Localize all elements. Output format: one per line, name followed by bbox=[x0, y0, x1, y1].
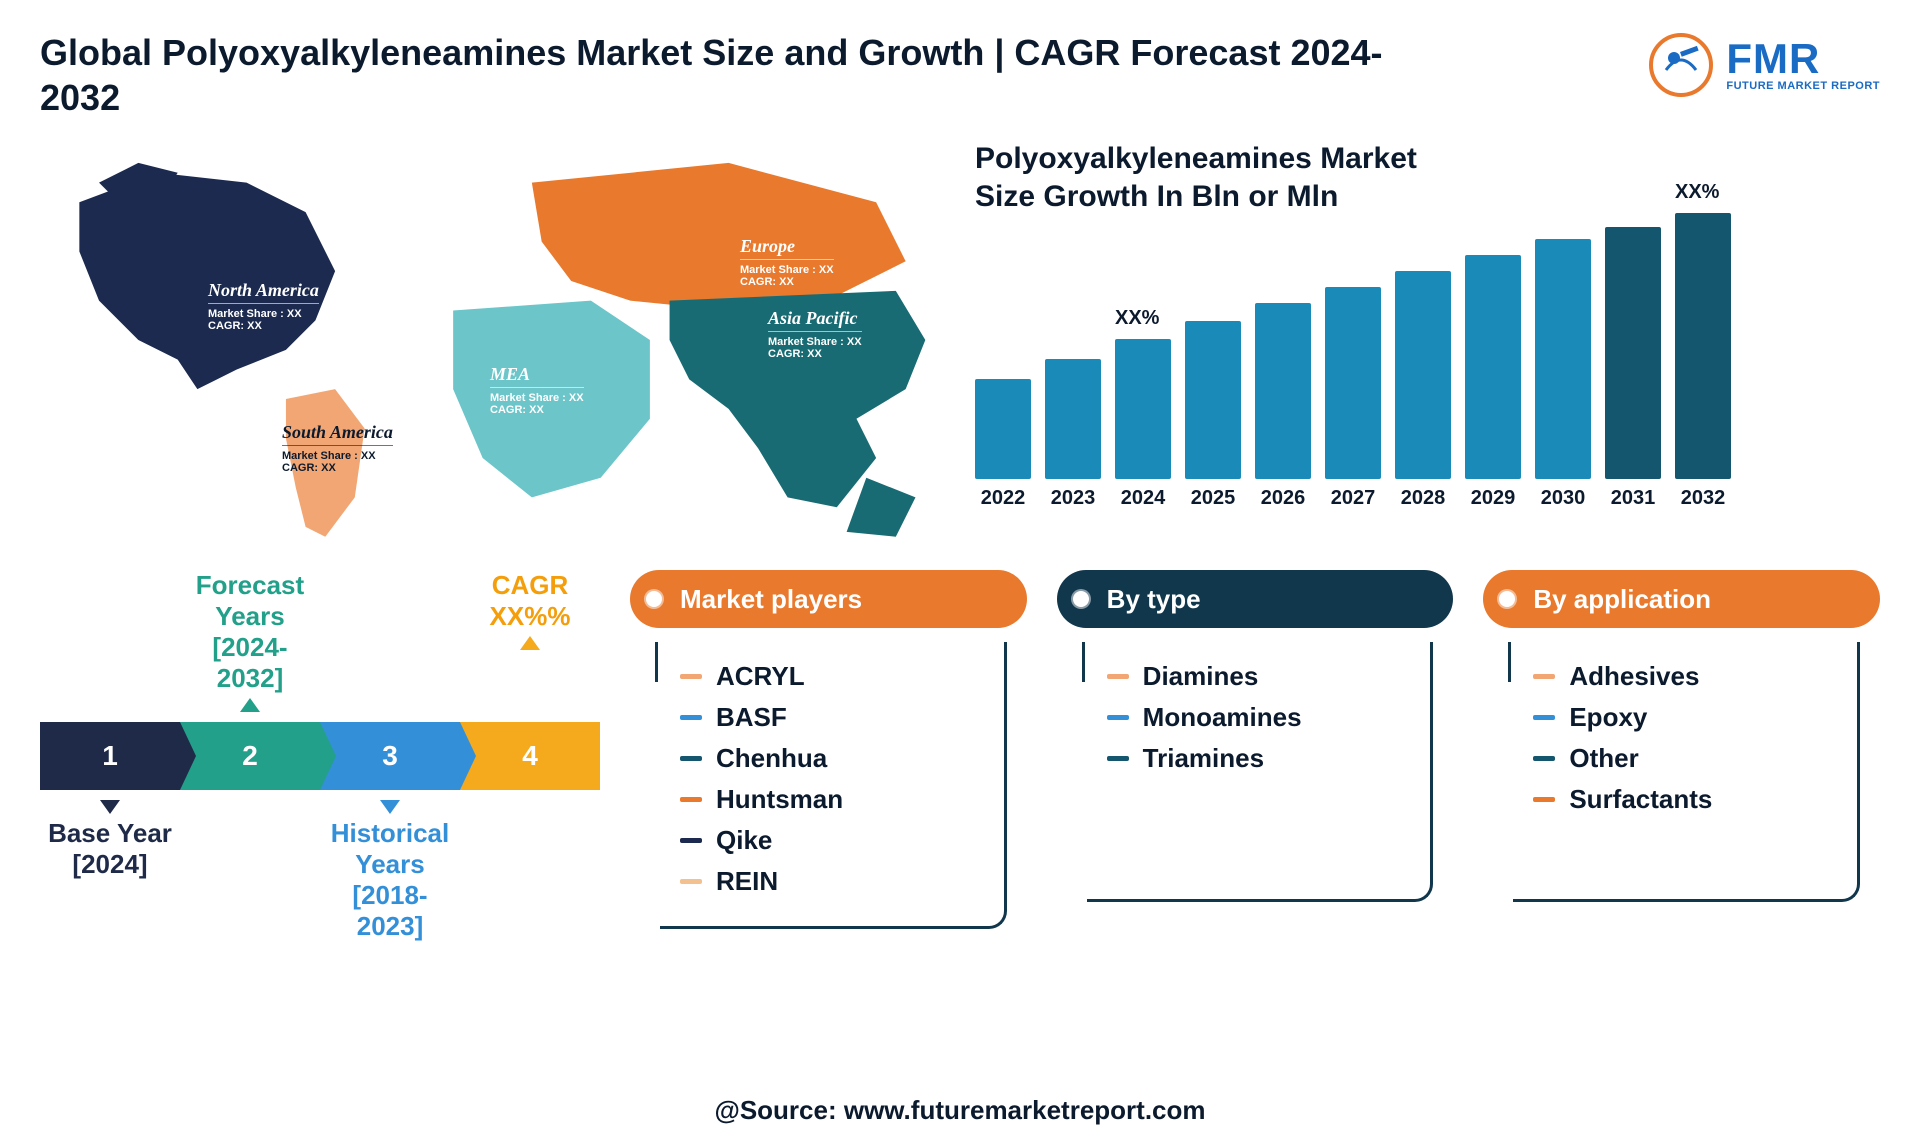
forecast-range: [2024-2032] bbox=[180, 632, 320, 694]
bullet-dash-icon bbox=[1107, 674, 1129, 679]
list-item: ACRYL bbox=[680, 656, 984, 697]
bar-year-label: 2028 bbox=[1401, 487, 1446, 510]
bar-year-label: 2025 bbox=[1191, 487, 1236, 510]
pill-dot-icon bbox=[646, 591, 662, 607]
historical-label: Historical Years bbox=[320, 818, 460, 880]
timeline-segment: 1 bbox=[40, 722, 180, 790]
region-europe: Europe Market Share : XX CAGR: XX bbox=[740, 236, 834, 288]
list-item: REIN bbox=[680, 861, 984, 902]
page-title: Global Polyoxyalkyleneamines Market Size… bbox=[40, 30, 1440, 120]
region-asia-pacific: Asia Pacific Market Share : XX CAGR: XX bbox=[768, 308, 862, 360]
bar-year-label: 2023 bbox=[1051, 487, 1096, 510]
chart-bar: 2022 bbox=[975, 379, 1031, 510]
marker-2024: XX% bbox=[1115, 307, 1159, 330]
historical-range: [2018-2023] bbox=[320, 880, 460, 942]
bullet-dash-icon bbox=[1533, 756, 1555, 761]
bar-year-label: 2030 bbox=[1541, 487, 1586, 510]
market-players-pill: Market players bbox=[630, 570, 1027, 628]
forecast-label: Forecast Years bbox=[180, 570, 320, 632]
timeline-segment: 2 bbox=[180, 722, 320, 790]
source-attribution: @Source: www.futuremarketreport.com bbox=[714, 1095, 1205, 1126]
globe-telescope-icon bbox=[1646, 30, 1716, 100]
world-map: North America Market Share : XX CAGR: XX… bbox=[40, 140, 945, 540]
logo-main-text: FMR bbox=[1726, 38, 1880, 80]
chart-bar: 2026 bbox=[1255, 303, 1311, 510]
list-item: Epoxy bbox=[1533, 697, 1837, 738]
bullet-dash-icon bbox=[1533, 715, 1555, 720]
list-item: Other bbox=[1533, 738, 1837, 779]
list-item: Qike bbox=[680, 820, 984, 861]
chart-title: Polyoxyalkyleneamines Market Size Growth… bbox=[975, 140, 1425, 215]
region-south-america: South America Market Share : XX CAGR: XX bbox=[282, 422, 393, 474]
region-mea: MEA Market Share : XX CAGR: XX bbox=[490, 364, 584, 416]
list-item: BASF bbox=[680, 697, 984, 738]
chart-bar: 2029 bbox=[1465, 255, 1521, 510]
by-application-pill: By application bbox=[1483, 570, 1880, 628]
chart-bar: 2025 bbox=[1185, 321, 1241, 510]
bullet-dash-icon bbox=[680, 797, 702, 802]
bullet-dash-icon bbox=[680, 879, 702, 884]
list-item: Surfactants bbox=[1533, 779, 1837, 820]
chart-bar: 2027 bbox=[1325, 287, 1381, 510]
by-application-column: By application AdhesivesEpoxyOtherSurfac… bbox=[1483, 570, 1880, 902]
list-item: Chenhua bbox=[680, 738, 984, 779]
bullet-dash-icon bbox=[1107, 715, 1129, 720]
growth-bar-chart: Polyoxyalkyleneamines Market Size Growth… bbox=[975, 140, 1880, 540]
bar-year-label: 2029 bbox=[1471, 487, 1516, 510]
logo-sub-text: FUTURE MARKET REPORT bbox=[1726, 80, 1880, 92]
chart-bar: 2030 bbox=[1535, 239, 1591, 510]
marker-2032: XX% bbox=[1675, 181, 1719, 204]
bullet-dash-icon bbox=[1533, 674, 1555, 679]
bar-year-label: 2024 bbox=[1121, 487, 1166, 510]
list-item: Triamines bbox=[1107, 738, 1411, 779]
base-year-range: [2024] bbox=[40, 849, 180, 880]
by-type-pill: By type bbox=[1057, 570, 1454, 628]
bullet-dash-icon bbox=[1533, 797, 1555, 802]
base-year-label: Base Year bbox=[40, 818, 180, 849]
pill-dot-icon bbox=[1073, 591, 1089, 607]
bullet-dash-icon bbox=[680, 715, 702, 720]
cagr-label: CAGR bbox=[460, 570, 600, 601]
bar-year-label: 2026 bbox=[1261, 487, 1306, 510]
timeline-segment: 3 bbox=[320, 722, 460, 790]
bar-year-label: 2031 bbox=[1611, 487, 1656, 510]
bullet-dash-icon bbox=[680, 756, 702, 761]
by-type-column: By type DiaminesMonoaminesTriamines bbox=[1057, 570, 1454, 902]
pill-dot-icon bbox=[1499, 591, 1515, 607]
bullet-dash-icon bbox=[680, 838, 702, 843]
timeline-infographic: Forecast Years [2024-2032] CAGR XX%% 123… bbox=[40, 570, 600, 942]
timeline-segment: 4 bbox=[460, 722, 600, 790]
chart-bar: 2032XX% bbox=[1675, 213, 1731, 510]
list-item: Huntsman bbox=[680, 779, 984, 820]
region-north-america: North America Market Share : XX CAGR: XX bbox=[208, 280, 319, 332]
chart-bar: 2028 bbox=[1395, 271, 1451, 510]
chart-bar: 2024XX% bbox=[1115, 339, 1171, 510]
chart-bar: 2023 bbox=[1045, 359, 1101, 510]
chart-bar: 2031 bbox=[1605, 227, 1661, 510]
fmr-logo: FMR FUTURE MARKET REPORT bbox=[1646, 30, 1880, 100]
list-item: Adhesives bbox=[1533, 656, 1837, 697]
bar-year-label: 2027 bbox=[1331, 487, 1376, 510]
list-item: Diamines bbox=[1107, 656, 1411, 697]
market-players-column: Market players ACRYLBASFChenhuaHuntsmanQ… bbox=[630, 570, 1027, 929]
bullet-dash-icon bbox=[680, 674, 702, 679]
list-item: Monoamines bbox=[1107, 697, 1411, 738]
bullet-dash-icon bbox=[1107, 756, 1129, 761]
cagr-value: XX%% bbox=[460, 601, 600, 632]
bar-year-label: 2022 bbox=[981, 487, 1026, 510]
bar-year-label: 2032 bbox=[1681, 487, 1726, 510]
